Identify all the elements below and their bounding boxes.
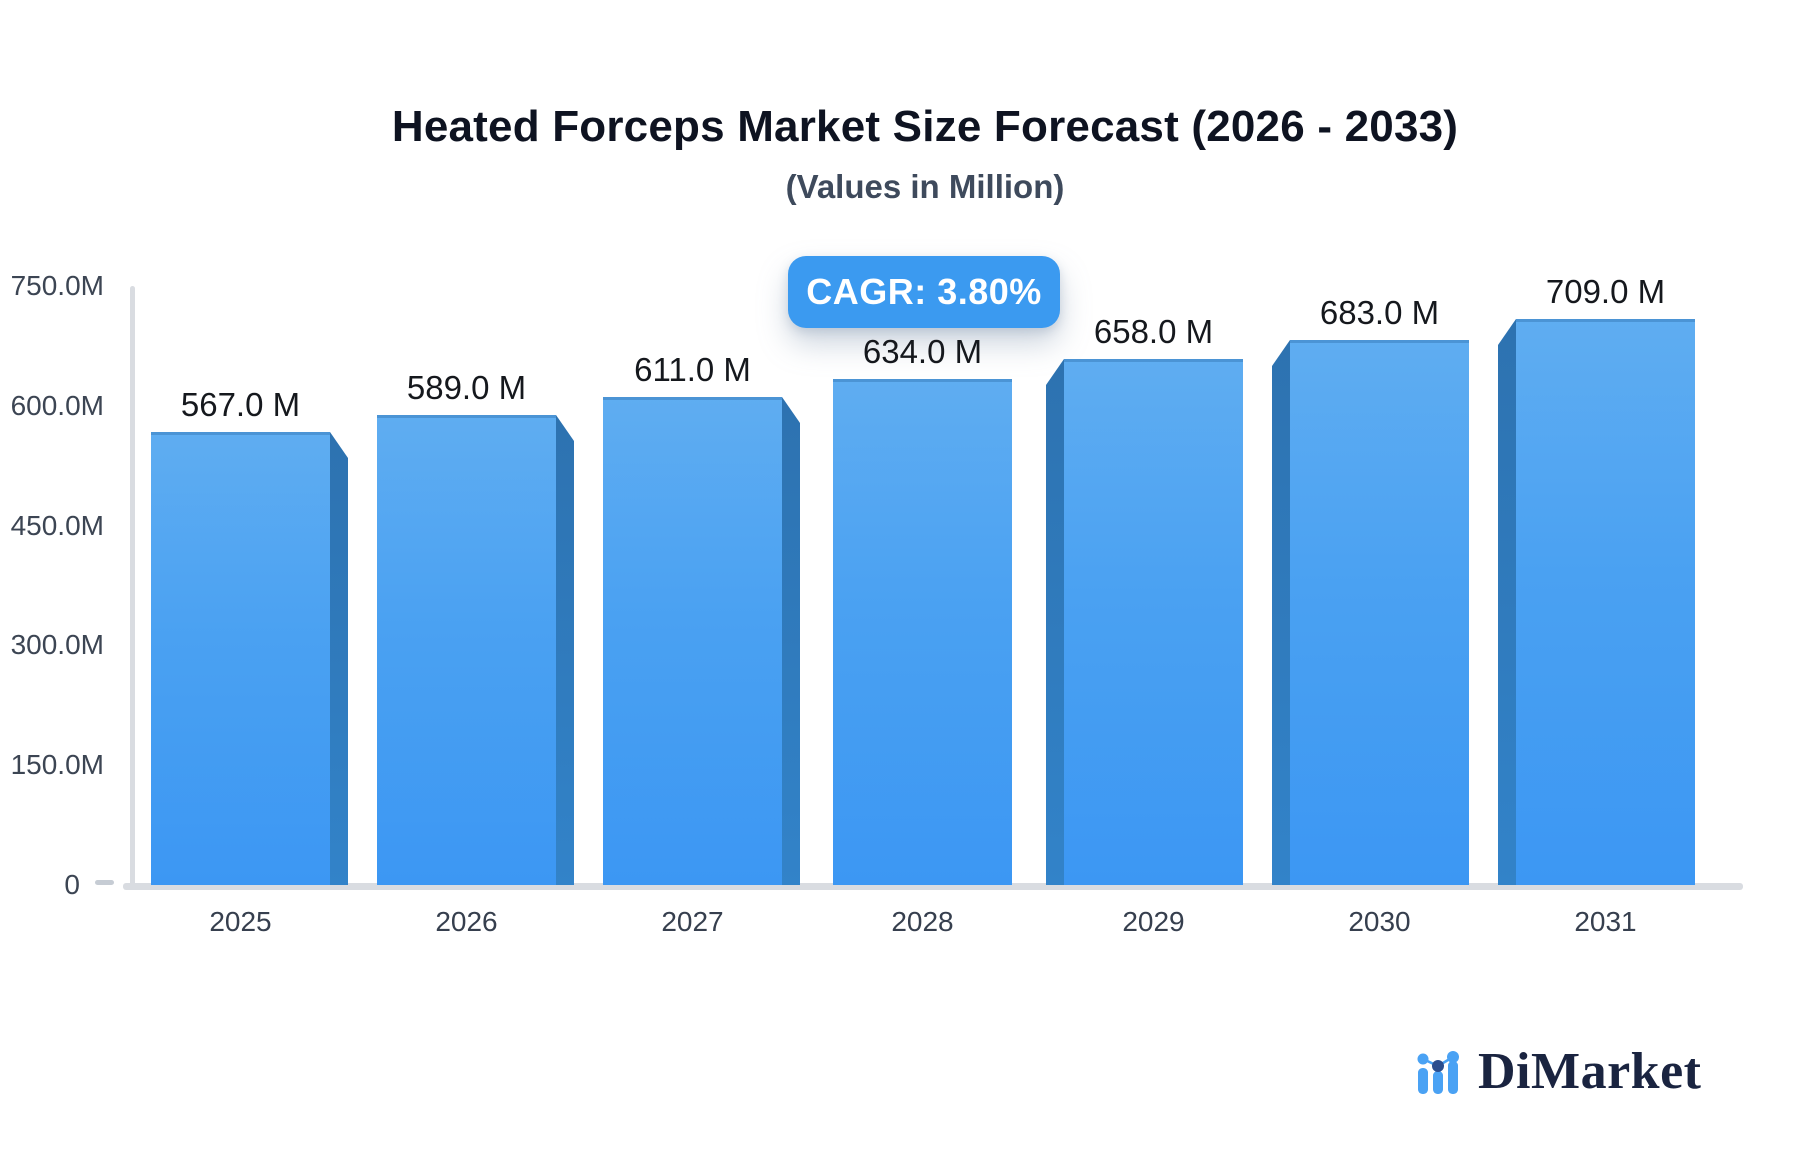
x-tick-label-2031: 2031: [1574, 906, 1637, 937]
x-axis-line: [123, 883, 1743, 890]
bar-2031[interactable]: [1516, 319, 1695, 885]
dimarket-logo-text: DiMarket: [1478, 1043, 1702, 1100]
bar-value-label-2026: 589.0 M: [406, 369, 527, 406]
x-tick-label-2025: 2025: [209, 906, 272, 937]
zero-tick-mark: [95, 880, 114, 885]
y-tick-label-0: 0: [64, 869, 80, 900]
bar-side-face-2030: [1272, 340, 1290, 885]
bar-side-face-2029: [1046, 359, 1064, 885]
cagr-badge-label: CAGR: 3.80%: [806, 271, 1042, 312]
cagr-badge: CAGR: 3.80%: [788, 256, 1060, 328]
bar-value-label-2027: 611.0 M: [634, 351, 751, 388]
bar-2025[interactable]: [151, 432, 330, 885]
y-tick-label-300: 300.0M: [10, 629, 104, 661]
bar-side-face-2025: [330, 432, 348, 885]
bar-side-face-2027: [782, 397, 800, 885]
dimarket-logo: DiMarket: [1414, 1042, 1701, 1101]
bar-2027[interactable]: [603, 397, 782, 885]
y-axis-line: [130, 286, 135, 890]
bar-value-label-2028: 634.0 M: [862, 333, 983, 370]
y-tick-label-150: 150.0M: [10, 749, 104, 781]
bar-side-face-2031: [1498, 319, 1516, 885]
chart-subtitle: (Values in Million): [785, 168, 1065, 205]
x-tick-label-2029: 2029: [1122, 906, 1185, 937]
bar-side-face-2026: [556, 415, 574, 885]
bar-value-label-2025: 567.0 M: [180, 386, 301, 423]
x-tick-label-2026: 2026: [435, 906, 498, 937]
bar-2029[interactable]: [1064, 359, 1243, 885]
y-tick-label-450: 450.0M: [10, 509, 104, 541]
x-tick-label-2027: 2027: [661, 906, 724, 937]
y-tick-label-750: 750.0M: [10, 270, 104, 301]
bar-2030[interactable]: [1290, 340, 1469, 885]
y-tick-label-600: 600.0M: [10, 389, 104, 421]
bar-value-label-2031: 709.0 M: [1545, 273, 1666, 310]
bar-2028[interactable]: [833, 379, 1012, 885]
bar-value-label-2029: 658.0 M: [1093, 313, 1214, 350]
bar-value-label-2030: 683.0 M: [1319, 294, 1440, 331]
bar-chart-logo-icon: [1417, 1050, 1459, 1094]
x-tick-label-2030: 2030: [1348, 906, 1411, 937]
bar-2026[interactable]: [377, 415, 556, 885]
x-tick-label-2028: 2028: [891, 906, 954, 937]
chart-title: Heated Forceps Market Size Forecast (202…: [391, 102, 1459, 151]
